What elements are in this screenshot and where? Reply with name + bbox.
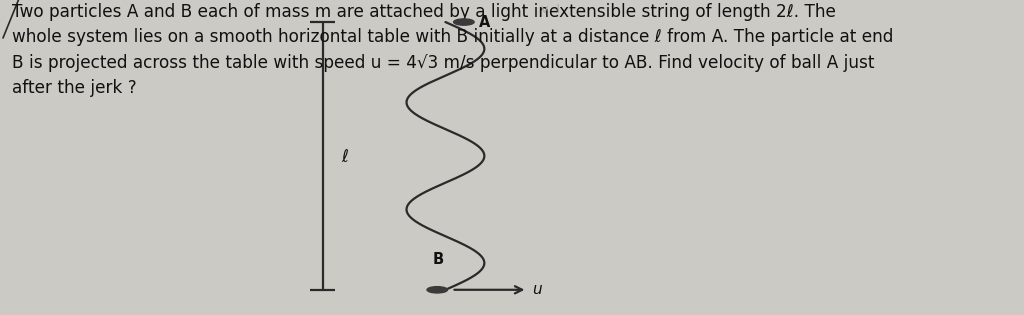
Circle shape bbox=[454, 19, 474, 25]
Text: Two particles A and B each of mass m are attached by a light inextensible string: Two particles A and B each of mass m are… bbox=[12, 3, 894, 97]
Text: u: u bbox=[532, 282, 542, 297]
Text: A: A bbox=[479, 14, 490, 30]
Circle shape bbox=[427, 287, 447, 293]
Text: B: B bbox=[433, 252, 443, 267]
Text: v  I: v I bbox=[542, 3, 560, 16]
Text: $\ell$: $\ell$ bbox=[341, 148, 349, 167]
